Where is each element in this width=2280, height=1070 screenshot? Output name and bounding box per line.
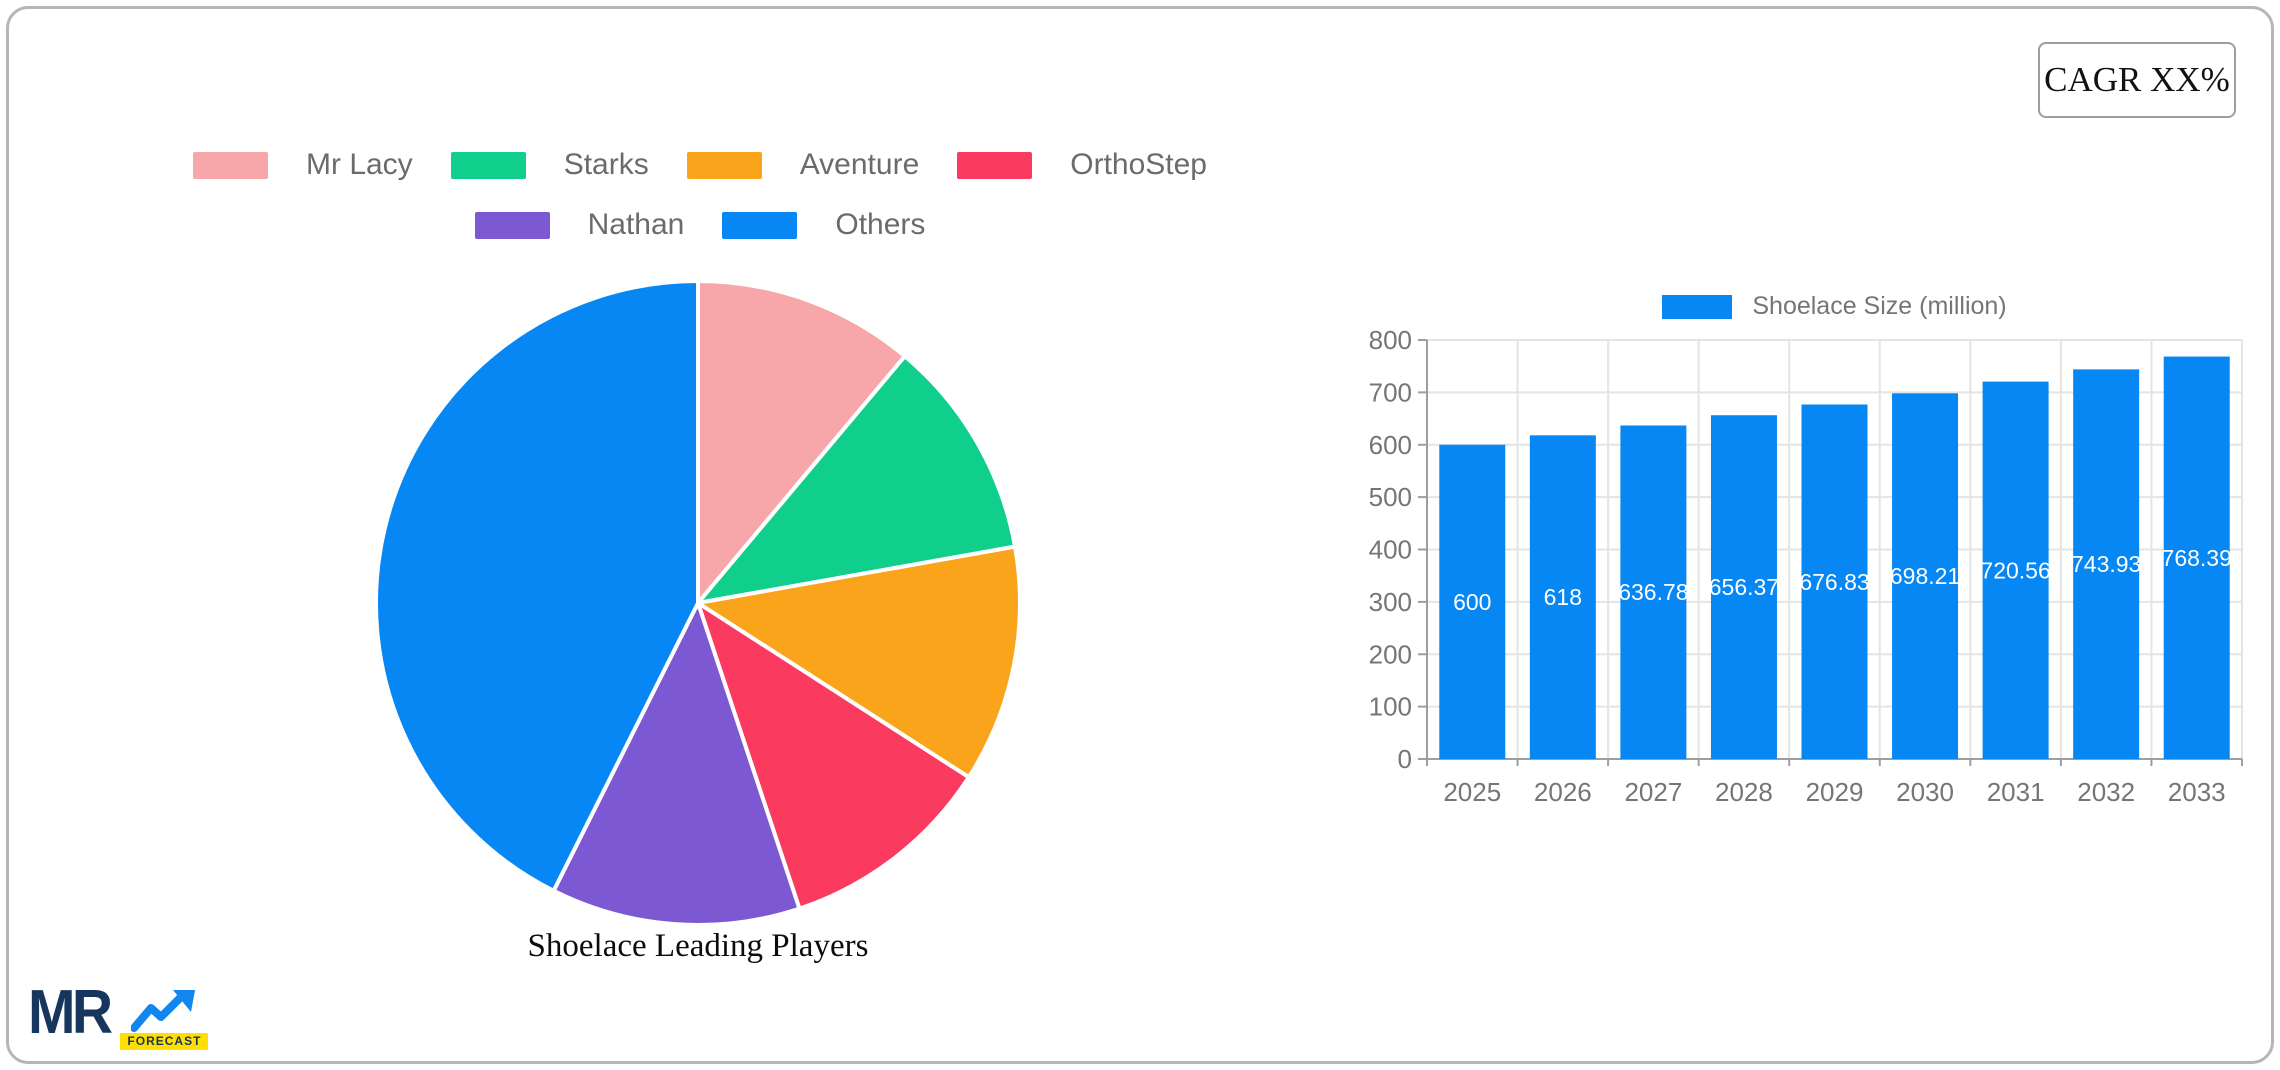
legend-item-mr-lacy: Mr Lacy xyxy=(193,148,413,182)
bar-legend: Shoelace Size (million) xyxy=(1427,292,2242,321)
mr-forecast-logo: MR FORECAST xyxy=(28,978,209,1050)
bar-2029 xyxy=(1801,404,1868,759)
bar-2033 xyxy=(2163,356,2230,759)
svg-text:200: 200 xyxy=(1369,639,1412,669)
bar-value-label: 618 xyxy=(1544,584,1582,610)
logo-mr-text: MR xyxy=(28,978,113,1047)
bar-svg: 0 100 200 300 400 500 600 700 800 600 2025 618 2026 6… xyxy=(1369,325,2243,807)
legend-row: Mr Lacy Starks Aventure OrthoStep xyxy=(140,148,1260,182)
pie-slice-mr-lacy xyxy=(696,279,907,605)
x-tick-label: 2030 xyxy=(1896,777,1954,807)
legend-label: OrthoStep xyxy=(1070,148,1207,181)
svg-text:700: 700 xyxy=(1369,377,1412,407)
bar-legend-swatch xyxy=(1662,294,1733,319)
bar-value-label: 720.56 xyxy=(1980,557,2050,583)
svg-text:0: 0 xyxy=(1398,744,1412,774)
bar-2030 xyxy=(1892,393,1959,759)
pie-slice-others xyxy=(373,279,700,893)
legend-label: Nathan xyxy=(587,208,685,241)
svg-text:400: 400 xyxy=(1369,535,1412,565)
x-tick-label: 2027 xyxy=(1624,777,1682,807)
bar-value-label: 698.21 xyxy=(1890,563,1960,589)
pie-slice-nathan xyxy=(551,601,802,928)
legend-item-starks: Starks xyxy=(450,148,649,182)
pie-slice-orthostep xyxy=(696,601,971,911)
pie-chart xyxy=(372,277,1024,929)
pie-legend: Mr Lacy Starks Aventure OrthoStep Nathan Othe… xyxy=(140,148,1260,268)
pie-title: Shoelace Leading Players xyxy=(527,928,869,964)
legend-label: Aventure xyxy=(799,148,920,181)
svg-text:600: 600 xyxy=(1369,430,1412,460)
bar-legend-label: Shoelace Size (million) xyxy=(1752,292,2007,320)
bar-2027 xyxy=(1620,425,1687,759)
legend-swatch xyxy=(450,151,526,179)
legend-label: Others xyxy=(835,208,926,241)
svg-text:500: 500 xyxy=(1369,482,1412,512)
x-tick-label: 2028 xyxy=(1715,777,1773,807)
bar-value-label: 768.39 xyxy=(2162,545,2232,571)
legend-row: Nathan Others xyxy=(140,208,1260,242)
svg-text:100: 100 xyxy=(1369,692,1412,722)
svg-text:300: 300 xyxy=(1369,587,1412,617)
cagr-label: CAGR XX% xyxy=(2044,60,2230,99)
x-tick-label: 2025 xyxy=(1443,777,1501,807)
bar-value-label: 636.78 xyxy=(1618,579,1688,605)
legend-item-aventure: Aventure xyxy=(686,148,920,182)
bar-2025 xyxy=(1439,444,1506,759)
cagr-box: CAGR XX% xyxy=(2038,42,2236,118)
legend-swatch xyxy=(193,151,268,179)
bar-value-label: 656.37 xyxy=(1709,574,1779,600)
bar-value-label: 600 xyxy=(1453,589,1491,615)
pie-slice-starks xyxy=(696,354,1018,605)
legend-label: Starks xyxy=(563,148,649,181)
legend-swatch xyxy=(474,211,550,239)
legend-item-nathan: Nathan xyxy=(474,208,685,242)
logo-forecast-badge: FORECAST xyxy=(120,1033,209,1050)
svg-text:800: 800 xyxy=(1369,325,1412,355)
trend-arrow-icon xyxy=(131,990,196,1032)
legend-swatch xyxy=(722,211,798,239)
bar-2026 xyxy=(1529,435,1596,759)
legend-label: Mr Lacy xyxy=(306,148,413,181)
bar-2032 xyxy=(2073,369,2140,759)
legend-item-orthostep: OrthoStep xyxy=(957,148,1207,182)
legend-swatch xyxy=(686,151,762,179)
x-tick-label: 2032 xyxy=(2077,777,2135,807)
bar-2031 xyxy=(1982,381,2049,759)
bar-value-label: 743.93 xyxy=(2071,551,2141,577)
pie-svg xyxy=(373,279,1022,928)
x-tick-label: 2033 xyxy=(2168,777,2226,807)
x-tick-label: 2026 xyxy=(1534,777,1592,807)
bar-value-label: 676.83 xyxy=(1799,569,1869,595)
legend-swatch xyxy=(957,151,1033,179)
bar-chart: Shoelace Size (million) 0 100 200 300 400 500… xyxy=(1360,282,2270,827)
bar-2028 xyxy=(1710,415,1777,759)
x-tick-label: 2031 xyxy=(1987,777,2045,807)
x-tick-label: 2029 xyxy=(1806,777,1864,807)
pie-slice-aventure xyxy=(696,544,1022,780)
legend-item-others: Others xyxy=(722,208,925,242)
